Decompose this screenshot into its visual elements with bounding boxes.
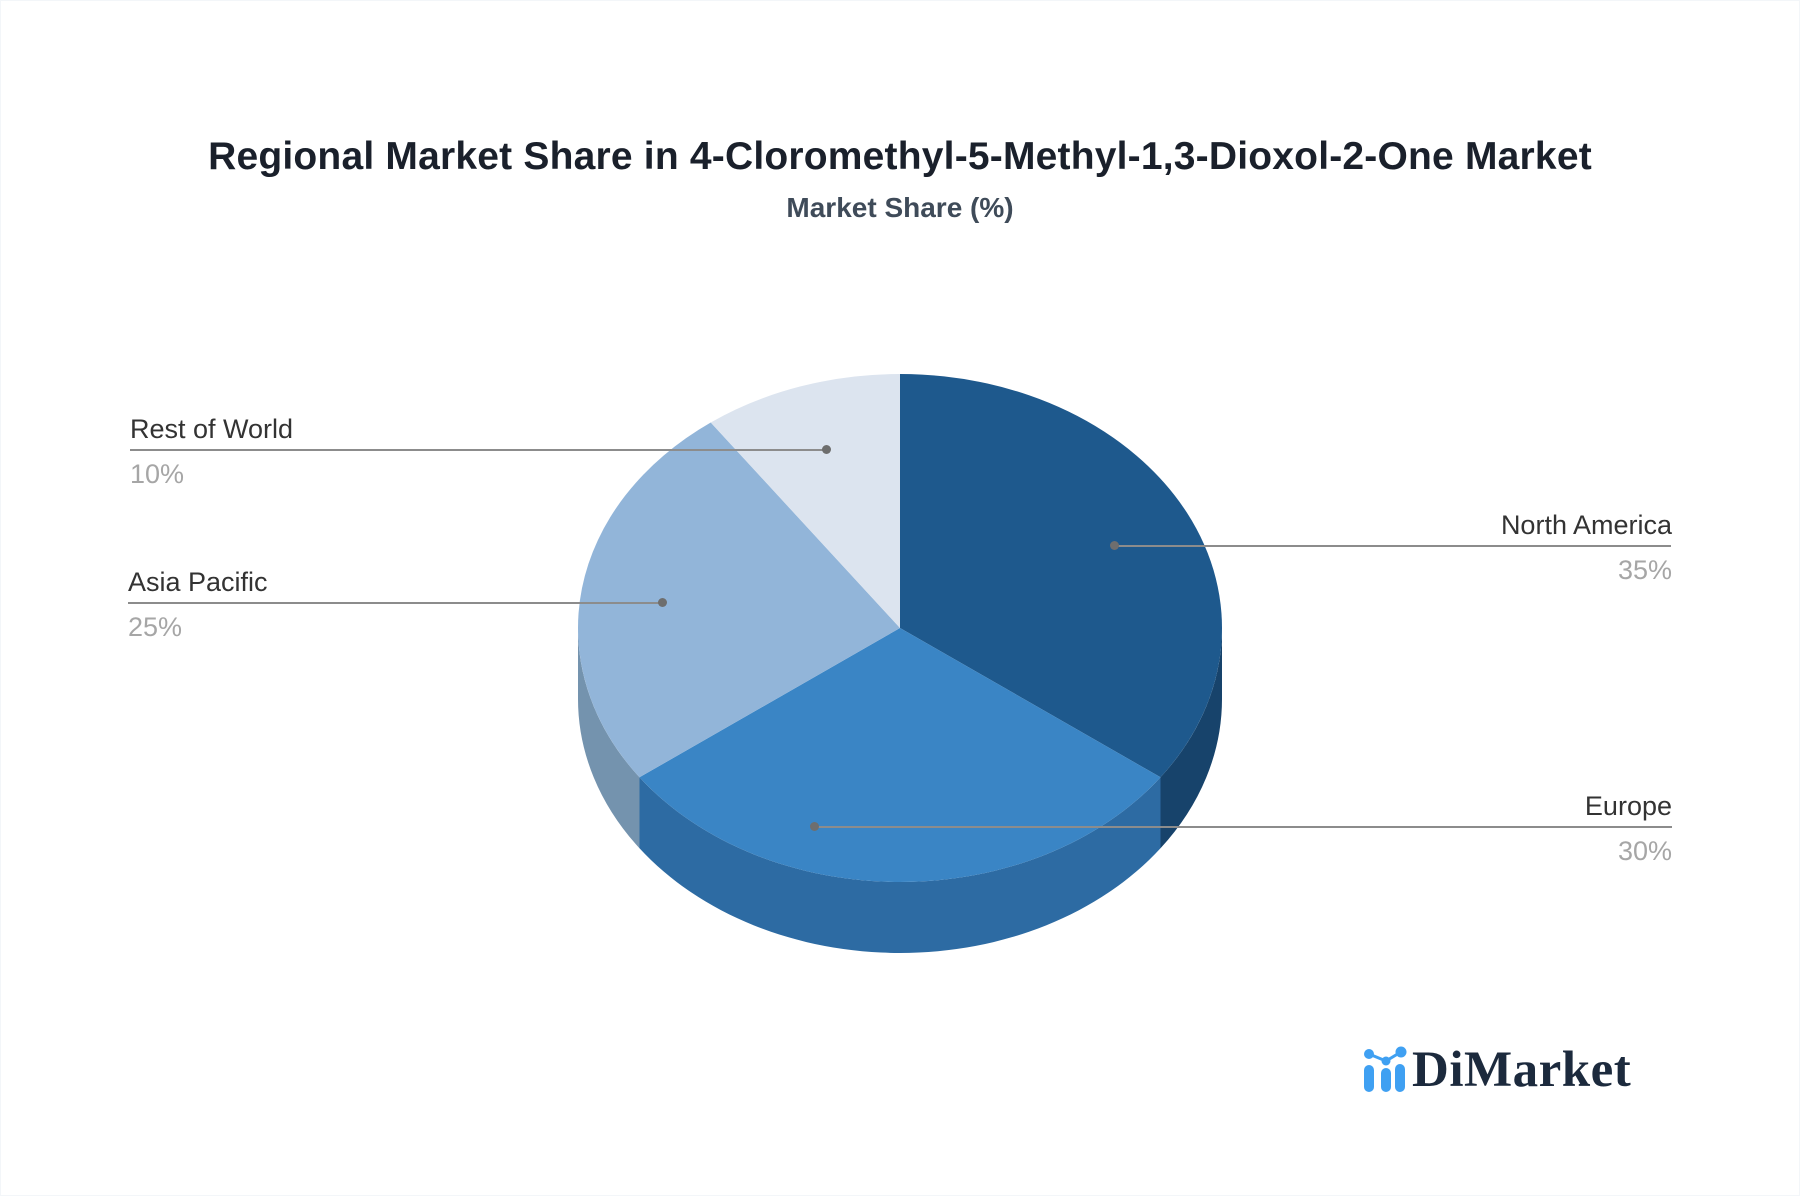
pct-rest-of-world-value: 10% xyxy=(130,459,185,489)
logo-text: DiMarket xyxy=(1412,1042,1632,1098)
pct-asia-pacific: 25% xyxy=(128,611,688,643)
pie-slice-asia-pacific[interactable] xyxy=(578,422,900,778)
label-europe: Europe xyxy=(1112,789,1672,823)
leader-line-rest-of-world xyxy=(130,449,827,451)
pct-north-america: 35% xyxy=(1112,554,1672,586)
label-asia-pacific: Asia Pacific xyxy=(128,565,688,599)
pie-slice-north-america[interactable] xyxy=(900,374,1222,778)
pie-slice-asia-pacific-side xyxy=(578,628,640,849)
leader-line-europe xyxy=(815,826,1672,828)
leader-line-north-america xyxy=(1115,545,1671,547)
label-rest-of-world: Rest of World xyxy=(130,412,690,446)
chart-title: Regional Market Share in 4-Cloromethyl-5… xyxy=(208,135,1592,178)
leader-dot-europe xyxy=(810,822,819,831)
pct-asia-pacific-value: 25% xyxy=(128,612,183,642)
bar-chart-trend-icon xyxy=(1364,1046,1407,1092)
label-north-america-name: North America xyxy=(1500,510,1672,540)
leader-dot-rest-of-world xyxy=(822,445,831,454)
label-europe-name: Europe xyxy=(1584,791,1672,821)
pie-slice-rest-of-world[interactable] xyxy=(710,374,900,628)
pie-slice-north-america-side xyxy=(1160,628,1222,849)
leader-dot-asia-pacific xyxy=(658,598,667,607)
leader-dot-north-america xyxy=(1110,541,1119,550)
pct-rest-of-world: 10% xyxy=(130,458,690,490)
pct-europe: 30% xyxy=(1112,835,1672,867)
leader-line-asia-pacific xyxy=(128,602,663,604)
pct-europe-value: 30% xyxy=(1617,836,1672,866)
pct-north-america-value: 35% xyxy=(1617,555,1672,585)
pie-slice-europe[interactable] xyxy=(639,628,1161,882)
pie-slice-europe-side xyxy=(639,777,1161,953)
chart-subtitle: Market Share (%) xyxy=(786,192,1014,223)
label-asia-pacific-name: Asia Pacific xyxy=(128,567,268,597)
label-rest-of-world-name: Rest of World xyxy=(130,414,294,444)
label-north-america: North America xyxy=(1112,508,1672,542)
